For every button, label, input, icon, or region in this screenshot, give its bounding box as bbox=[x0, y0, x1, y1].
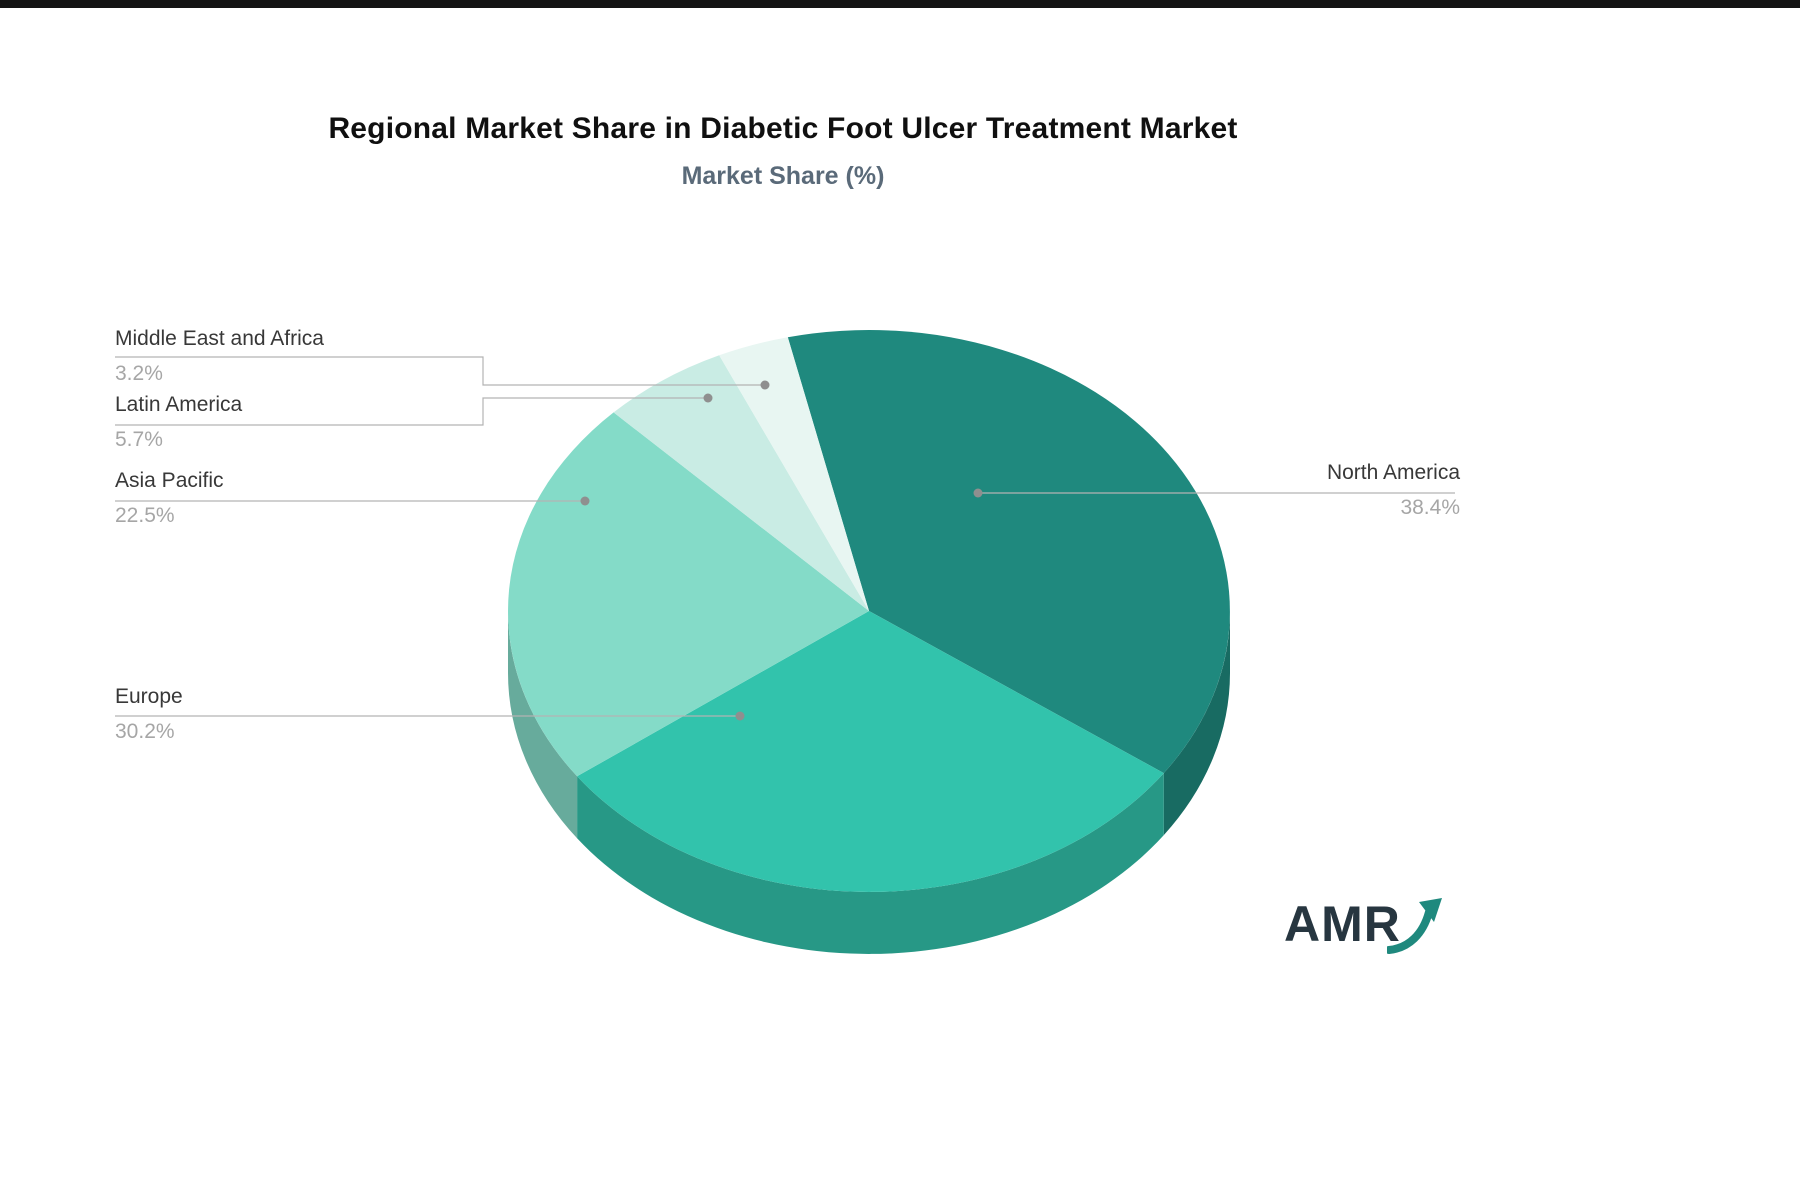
callout-asia-pacific: Asia Pacific 22.5% bbox=[115, 468, 224, 529]
chart-title: Regional Market Share in Diabetic Foot U… bbox=[328, 112, 1238, 145]
callout-value: 30.2% bbox=[115, 720, 175, 743]
callout-line bbox=[115, 356, 765, 386]
pie-slice-side bbox=[1163, 611, 1230, 836]
callout-line bbox=[115, 397, 708, 426]
callout-dot bbox=[735, 711, 745, 721]
callout-dot bbox=[760, 380, 770, 390]
callout-north-america: North America 38.4% bbox=[1155, 460, 1460, 521]
chart-header: Regional Market Share in Diabetic Foot U… bbox=[0, 112, 1566, 191]
callout-europe: Europe 30.2% bbox=[115, 684, 183, 745]
amr-logo: AMR bbox=[1284, 896, 1443, 956]
callout-dot bbox=[703, 393, 713, 403]
amr-logo-arrow-icon bbox=[1386, 898, 1442, 954]
callout-dot bbox=[580, 496, 590, 506]
pie-slice-1[interactable] bbox=[577, 611, 1164, 892]
pie-slice-2[interactable] bbox=[508, 412, 869, 777]
callout-value: 22.5% bbox=[115, 504, 175, 527]
callout-latin-america: Latin America 5.7% bbox=[115, 392, 242, 453]
callout-value: 5.7% bbox=[115, 428, 163, 451]
callout-dot bbox=[973, 488, 983, 498]
amr-logo-text: AMR bbox=[1284, 896, 1401, 952]
callout-middle-east-africa: Middle East and Africa 3.2% bbox=[115, 326, 324, 387]
chart-subtitle: Market Share (%) bbox=[681, 162, 885, 190]
callout-label: Asia Pacific bbox=[115, 469, 224, 492]
callout-label: North America bbox=[1326, 461, 1460, 484]
callout-label: Europe bbox=[115, 685, 183, 708]
pie-slice-3[interactable] bbox=[613, 355, 869, 611]
pie-slice-4[interactable] bbox=[719, 337, 869, 611]
callout-label: Middle East and Africa bbox=[115, 327, 324, 350]
pie-slice-side bbox=[508, 611, 578, 839]
pie-slice-0[interactable] bbox=[787, 330, 1230, 774]
pie-slice-side bbox=[577, 773, 1164, 954]
callout-value: 3.2% bbox=[115, 362, 163, 385]
callout-label: Latin America bbox=[115, 393, 243, 416]
top-border bbox=[0, 0, 1800, 8]
callout-value: 38.4% bbox=[1400, 496, 1460, 519]
